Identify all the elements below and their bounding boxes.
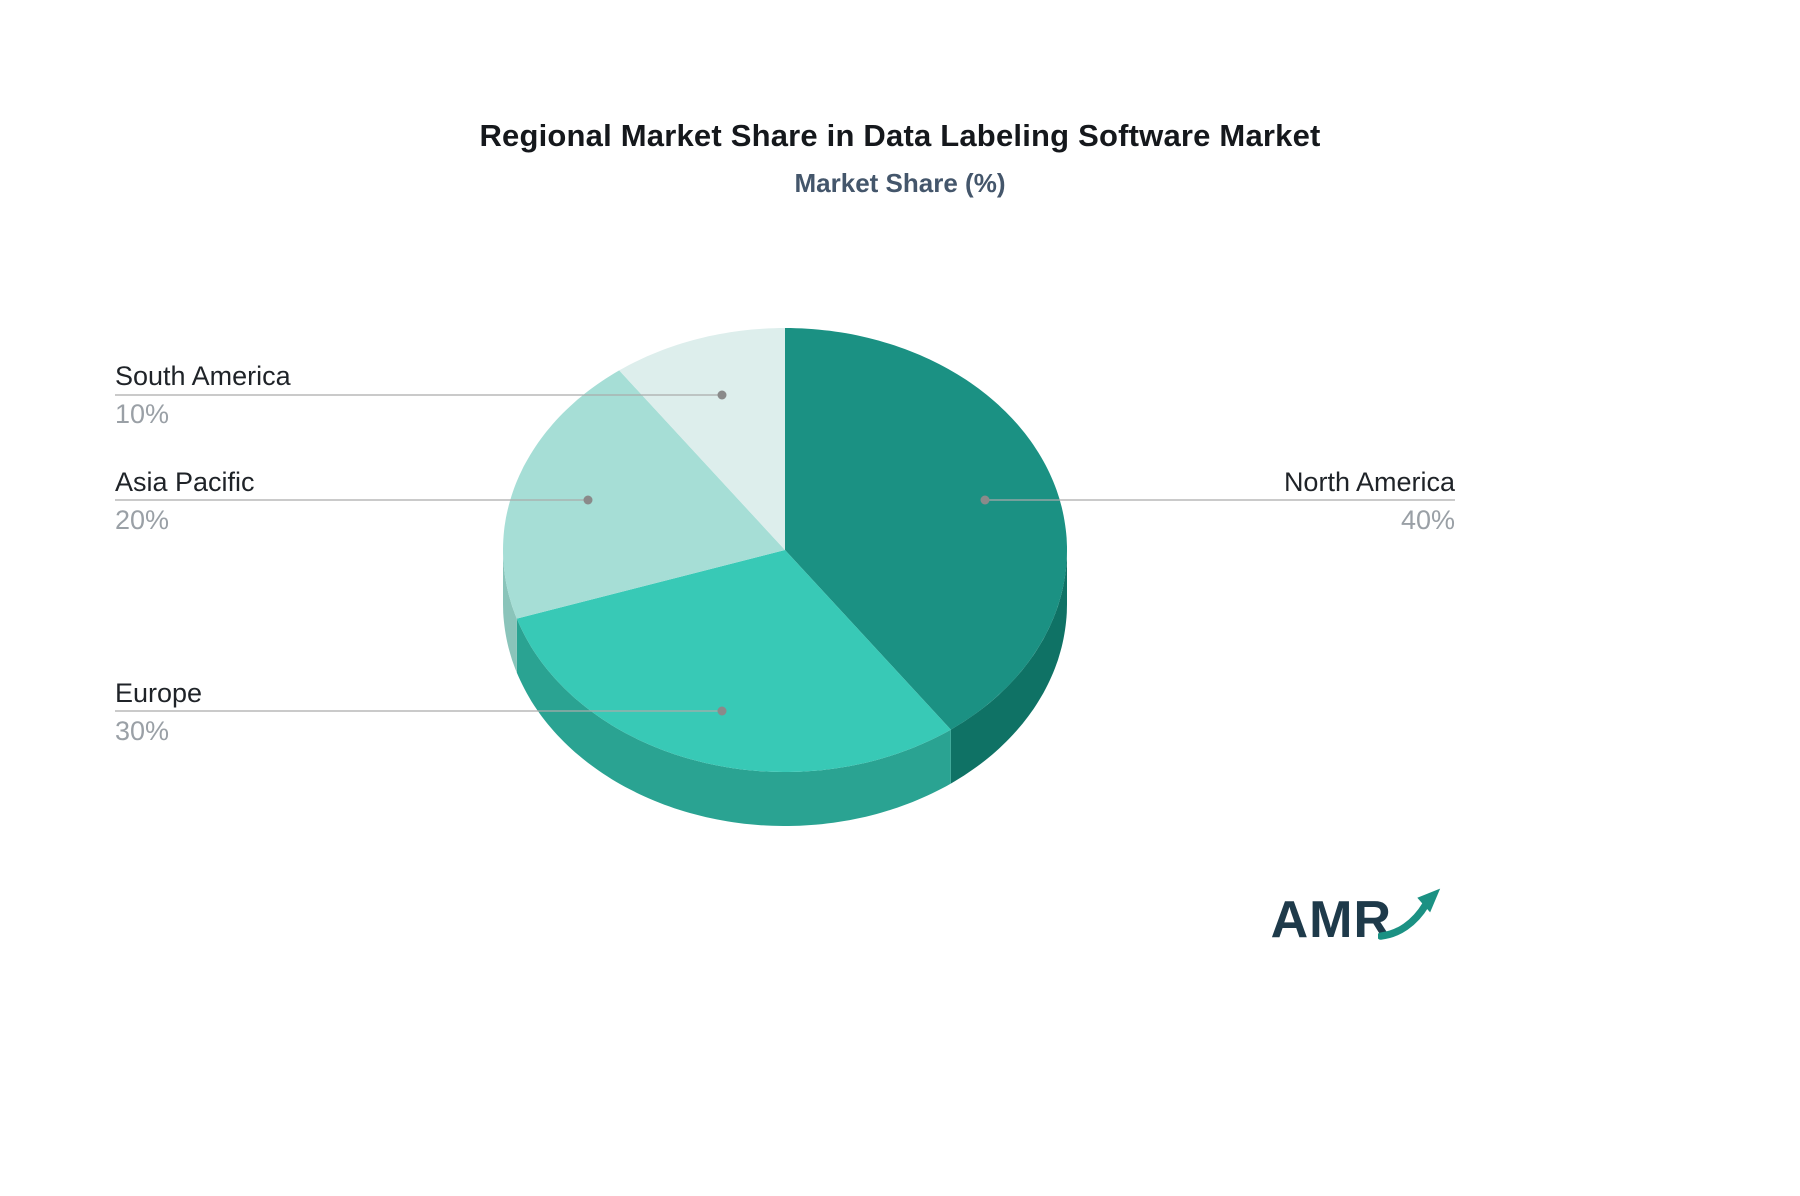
pie-slice-asia-pacific bbox=[503, 370, 785, 619]
pie-slice-side-north-america bbox=[950, 550, 1067, 784]
slice-label-south-america: South America bbox=[115, 361, 291, 391]
callout-europe: Europe 30% bbox=[115, 677, 202, 748]
amr-logo: AMR bbox=[1271, 888, 1442, 948]
pie-slice-south-america bbox=[619, 328, 785, 550]
slice-label-asia-pacific: Asia Pacific bbox=[115, 467, 255, 497]
slice-value-south-america: 10% bbox=[115, 399, 170, 429]
pie-slice-side-europe bbox=[516, 618, 951, 826]
callout-south-america: South America 10% bbox=[115, 360, 291, 431]
slice-value-north-america: 40% bbox=[1400, 505, 1455, 535]
pie-slice-europe bbox=[516, 550, 951, 772]
slice-label-europe: Europe bbox=[115, 678, 203, 708]
slice-label-north-america: North America bbox=[1283, 467, 1455, 497]
leader-dot-south-america bbox=[717, 390, 727, 400]
leader-dot-north-america bbox=[980, 495, 990, 505]
leader-dot-europe bbox=[717, 706, 727, 716]
chart-subtitle: Market Share (%) bbox=[794, 168, 1006, 198]
pie-slice-side-asia-pacific bbox=[503, 550, 517, 673]
amr-logo-arrow-icon bbox=[1378, 888, 1441, 940]
slice-value-europe: 30% bbox=[115, 716, 170, 746]
amr-logo-text: AMR bbox=[1270, 891, 1392, 949]
leader-dot-asia-pacific bbox=[583, 495, 593, 505]
slice-value-asia-pacific: 20% bbox=[115, 505, 170, 535]
chart-title: Regional Market Share in Data Labeling S… bbox=[479, 118, 1321, 153]
callout-asia-pacific: Asia Pacific 20% bbox=[115, 466, 255, 537]
callout-north-america: North America 40% bbox=[1284, 466, 1455, 537]
pie-slice-north-america bbox=[785, 328, 1067, 730]
